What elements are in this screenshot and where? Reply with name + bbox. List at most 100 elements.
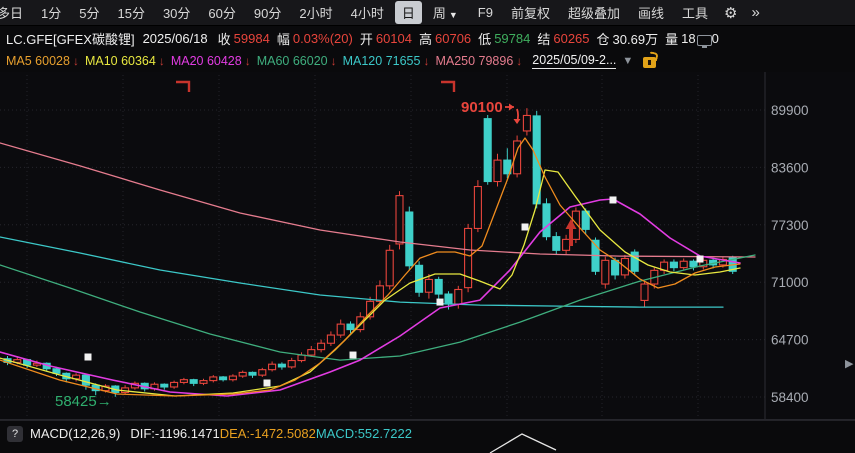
ma-line-ma20 <box>0 198 741 397</box>
candle <box>405 211 414 267</box>
anchor-marker[interactable] <box>263 379 271 387</box>
candle <box>640 283 649 301</box>
arrow-down-icon: ↓ <box>330 54 337 68</box>
date-range-selector[interactable]: 2025/05/09-2... <box>532 53 617 69</box>
candle <box>552 236 561 251</box>
tab-period[interactable]: 90分 <box>253 6 282 21</box>
anchor-marker[interactable] <box>609 196 617 204</box>
quote-bar: LC.GFE[GFEX碳酸锂] 2025/06/18 收 59984 幅 0.03%(… <box>0 26 855 50</box>
quote-field-value: 0.03%(20) <box>292 30 353 46</box>
axis-tick-label: 83600 <box>771 160 809 175</box>
axis-tick-label: 89900 <box>771 103 809 118</box>
macd-formula: MACD(12,26,9) <box>30 426 121 441</box>
draw-line-button[interactable]: 画线 <box>637 6 664 21</box>
forward-adjust-button[interactable]: 前复权 <box>510 6 550 21</box>
anchor-marker[interactable] <box>349 351 357 359</box>
candle <box>562 238 571 251</box>
quote-field-label: 低 <box>478 31 492 47</box>
candlestick-chart[interactable]: 89900 83600 77300 71000 64700 58400 90100 58425… <box>0 72 855 420</box>
macd-value: DIF:-1196.1471 <box>130 426 220 441</box>
panel-expander-icon[interactable]: ▶ <box>845 358 854 370</box>
candle <box>522 114 531 132</box>
quote-field-label: 高 <box>419 31 433 47</box>
help-icon[interactable]: ? <box>7 426 23 442</box>
candle <box>513 140 522 175</box>
high-price-label: 90100 <box>461 99 503 116</box>
candle <box>32 362 41 366</box>
tab-period[interactable]: 2小时 <box>299 6 333 21</box>
candle <box>669 261 678 269</box>
tab-period[interactable]: 5分 <box>79 6 100 21</box>
tab-period[interactable]: 4小时 <box>350 6 384 21</box>
ma-line-ma5 <box>0 137 741 397</box>
quote-field-value: 60265 <box>553 30 590 46</box>
quote-field: 结 60265 <box>537 29 589 48</box>
anchor-marker[interactable] <box>436 298 444 306</box>
anchor-marker[interactable] <box>521 223 529 231</box>
candle <box>601 259 610 285</box>
candle <box>52 368 61 374</box>
quote-date: 2025/06/18 <box>142 30 208 46</box>
candle <box>630 251 639 272</box>
ma-line-ma120 <box>0 236 724 308</box>
tab-period[interactable]: 30分 <box>162 6 191 21</box>
instrument-symbol: LC.GFE[GFEX碳酸锂] <box>6 31 135 47</box>
f9-button[interactable]: F9 <box>477 5 493 20</box>
arrow-down-icon: ↓ <box>158 54 165 68</box>
arrow-down-icon: ↓ <box>244 54 251 68</box>
low-price-label: 58425→ <box>55 393 112 410</box>
super-overlay-button[interactable]: 超级叠加 <box>567 6 620 21</box>
ma-value-ma10: MA10 60364 <box>84 54 156 68</box>
arrow-down-icon: ↓ <box>72 54 79 68</box>
candle <box>493 159 502 183</box>
quote-field-label: 结 <box>537 31 551 47</box>
axis-tick-label: 58400 <box>771 390 809 405</box>
tab-period[interactable]: 多日 <box>0 6 24 21</box>
ma-line-ma250 <box>0 142 756 258</box>
candle <box>81 374 90 386</box>
quote-field: 幅 0.03%(20) <box>277 29 353 48</box>
anchor-marker[interactable] <box>84 353 92 361</box>
candle <box>483 118 492 183</box>
candle <box>179 379 188 383</box>
candle <box>307 349 316 356</box>
macd-values: DIF:-1196.1471 DEA:-1472.5082 MACD:552.722… <box>130 426 412 441</box>
toolbar-actions: F9 前复权 超级叠加 画线 工具 ⚙ » <box>469 1 767 24</box>
candle <box>317 342 326 351</box>
tab-period[interactable]: 60分 <box>208 6 236 21</box>
candle <box>268 363 277 371</box>
candle <box>385 249 394 287</box>
quote-field-label: 幅 <box>276 31 290 47</box>
candle <box>160 383 169 388</box>
macd-indicator-bar: ? MACD(12,26,9) DIF:-1196.1471 DEA:-1472.… <box>0 420 855 453</box>
tab-period[interactable]: 15分 <box>117 6 145 21</box>
candle <box>611 259 620 276</box>
candle <box>395 195 404 245</box>
gear-icon[interactable]: ⚙ <box>724 4 738 22</box>
quote-field-value: 60706 <box>435 30 472 46</box>
chevron-down-icon[interactable]: ▼ <box>448 10 458 20</box>
macd-value: DEA:-1472.5082 <box>219 426 316 441</box>
candle <box>346 323 355 331</box>
candle <box>189 379 198 384</box>
candle <box>170 381 179 388</box>
anchor-marker[interactable] <box>696 255 704 263</box>
lock-open-icon[interactable] <box>643 56 657 68</box>
chart-canvas[interactable]: 89900 83600 77300 71000 64700 58400 90100 58425… <box>0 72 855 420</box>
candle <box>434 278 443 295</box>
chevron-down-icon[interactable]: ▼ <box>622 55 634 67</box>
ma-bar: MA5 60028 ↓ MA10 60364 ↓ MA20 60428 ↓ MA60 660… <box>0 50 855 72</box>
ma-value-ma20: MA20 60428 <box>170 54 242 68</box>
ma-line-ma10 <box>0 169 741 397</box>
candle <box>464 227 473 289</box>
tools-button[interactable]: 工具 <box>682 6 709 21</box>
quote-field: 高 60706 <box>419 29 471 48</box>
tab-period[interactable]: 周 ▼ <box>432 6 458 21</box>
tab-period[interactable]: 日 <box>394 1 422 24</box>
tab-period[interactable]: 1分 <box>41 6 62 21</box>
quote-field-label: 收 <box>217 31 231 47</box>
macd-value: MACD:552.7222 <box>315 426 412 441</box>
more-icon[interactable]: » <box>751 4 760 21</box>
quote-field-value: 18 <box>681 30 696 46</box>
